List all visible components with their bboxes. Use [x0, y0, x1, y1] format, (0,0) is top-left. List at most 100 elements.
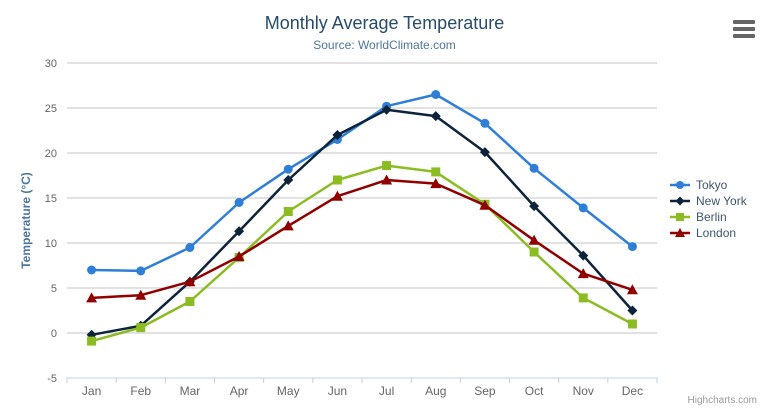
data-point-berlin-jan[interactable]	[87, 336, 97, 346]
data-point-tokyo-oct[interactable]	[529, 163, 539, 173]
diamond-marker-icon	[670, 196, 690, 206]
data-point-tokyo-aug[interactable]	[431, 90, 441, 99]
circle-marker-icon	[670, 181, 690, 189]
series-line-tokyo	[90, 93, 634, 273]
data-point-london-oct[interactable]	[528, 234, 540, 245]
data-point-new-york-oct[interactable]	[529, 201, 540, 212]
data-point-berlin-nov[interactable]	[578, 293, 588, 303]
export-menu-button[interactable]	[733, 20, 755, 38]
gridlines	[67, 62, 657, 379]
menu-bar	[733, 20, 755, 24]
legend-marker-tokyo	[676, 181, 684, 189]
data-point-london-jul[interactable]	[381, 174, 393, 185]
series-line-london	[90, 178, 634, 300]
data-point-new-york-may[interactable]	[283, 175, 294, 185]
y-axis-tick-label: 10	[45, 238, 57, 250]
legend-item-label: Berlin	[696, 210, 727, 224]
data-point-london-feb[interactable]	[135, 289, 147, 300]
x-axis-tick-label: May	[277, 384, 300, 398]
x-axis-tick-label: Mar	[180, 384, 201, 398]
data-point-tokyo-sep[interactable]	[480, 118, 490, 128]
legend-item-new-york[interactable]: New York	[669, 193, 747, 209]
legend-marker-london	[675, 228, 685, 237]
series-new-york	[86, 104, 638, 340]
x-axis-tick-label: Jan	[82, 384, 101, 398]
x-axis-tick-label: Sep	[474, 384, 496, 398]
hamburger-menu-icon	[733, 20, 755, 38]
data-point-berlin-mar[interactable]	[185, 297, 195, 306]
data-point-berlin-feb[interactable]	[136, 323, 146, 333]
data-point-tokyo-apr[interactable]	[234, 198, 244, 207]
data-point-new-york-nov[interactable]	[578, 250, 589, 261]
x-axis-tick-label: Jul	[379, 384, 394, 398]
x-axis-tick-label: Jun	[328, 384, 347, 398]
data-point-london-sep[interactable]	[479, 199, 491, 210]
data-point-new-york-jun[interactable]	[332, 130, 343, 140]
series-line-berlin	[90, 164, 634, 343]
legend-item-label: Tokyo	[696, 178, 728, 192]
data-point-new-york-dec[interactable]	[627, 305, 638, 316]
x-axis-tick-label: Oct	[525, 384, 544, 398]
series-tokyo	[87, 90, 637, 276]
data-point-berlin-jun[interactable]	[332, 175, 342, 185]
legend-item-london[interactable]: London	[669, 225, 747, 241]
legend-item-label: New York	[696, 194, 747, 208]
triangle-marker-icon	[670, 228, 690, 237]
x-axis-tick-label: Feb	[130, 384, 151, 398]
data-point-london-mar[interactable]	[184, 276, 196, 287]
y-axis-title: Temperature (°C)	[19, 172, 33, 269]
credits-link[interactable]: Highcharts.com	[687, 395, 757, 406]
data-point-london-dec[interactable]	[626, 284, 638, 295]
y-axis-tick-label: 0	[51, 328, 57, 340]
data-point-berlin-dec[interactable]	[627, 319, 637, 329]
x-axis-tick-label: Dec	[622, 384, 643, 398]
legend-item-tokyo[interactable]: Tokyo	[669, 177, 747, 193]
data-point-berlin-oct[interactable]	[529, 247, 539, 257]
data-point-london-apr[interactable]	[233, 251, 245, 261]
data-point-new-york-jul[interactable]	[381, 104, 392, 115]
legend-marker-new-york	[675, 196, 685, 206]
data-point-london-jun[interactable]	[331, 190, 343, 201]
series-line-new-york	[90, 108, 634, 337]
x-axis-ticks	[66, 378, 658, 383]
menu-bar	[733, 27, 755, 31]
data-point-tokyo-nov[interactable]	[578, 203, 588, 213]
data-point-tokyo-mar[interactable]	[185, 243, 195, 252]
data-point-new-york-sep[interactable]	[479, 147, 490, 158]
legend-item-berlin[interactable]: Berlin	[669, 209, 747, 225]
y-axis-tick-label: 25	[45, 103, 57, 115]
data-point-tokyo-feb[interactable]	[136, 266, 146, 276]
data-point-berlin-jul[interactable]	[382, 161, 392, 171]
y-axis-tick-label: -5	[47, 373, 57, 385]
data-point-tokyo-dec[interactable]	[627, 242, 637, 252]
menu-bar	[733, 34, 755, 38]
data-point-berlin-aug[interactable]	[431, 167, 441, 177]
square-marker-icon	[670, 213, 690, 221]
y-axis-tick-label: 30	[45, 58, 57, 70]
legend-item-label: London	[696, 226, 737, 240]
chart-title: Monthly Average Temperature	[264, 13, 505, 33]
y-axis-labels: -5 0 5 10 15 20 25 30	[45, 58, 57, 385]
y-axis-tick-label: 20	[45, 148, 57, 160]
data-point-new-york-aug[interactable]	[430, 111, 441, 122]
legend-marker-berlin	[676, 213, 684, 221]
x-axis-tick-label: Apr	[230, 384, 249, 398]
series-london	[86, 174, 638, 303]
data-point-new-york-apr[interactable]	[234, 226, 245, 237]
y-axis-tick-label: 15	[45, 193, 57, 205]
data-point-london-may[interactable]	[282, 220, 294, 231]
data-point-london-jan[interactable]	[86, 292, 98, 303]
data-point-london-nov[interactable]	[577, 268, 589, 279]
chart-legend: Tokyo New York Berlin London	[669, 177, 747, 241]
x-axis-labels: Jan Feb Mar Apr May Jun Jul Aug Sep Oct Nov Dec	[82, 384, 643, 398]
y-axis-tick-label: 5	[51, 283, 57, 295]
data-point-tokyo-jan[interactable]	[87, 265, 97, 275]
x-axis-tick-label: Aug	[425, 384, 446, 398]
data-point-london-aug[interactable]	[430, 178, 442, 189]
x-axis-tick-label: Nov	[573, 384, 594, 398]
data-point-tokyo-may[interactable]	[283, 164, 293, 174]
chart-subtitle: Source: WorldClimate.com	[313, 38, 456, 52]
data-point-berlin-may[interactable]	[283, 207, 293, 216]
